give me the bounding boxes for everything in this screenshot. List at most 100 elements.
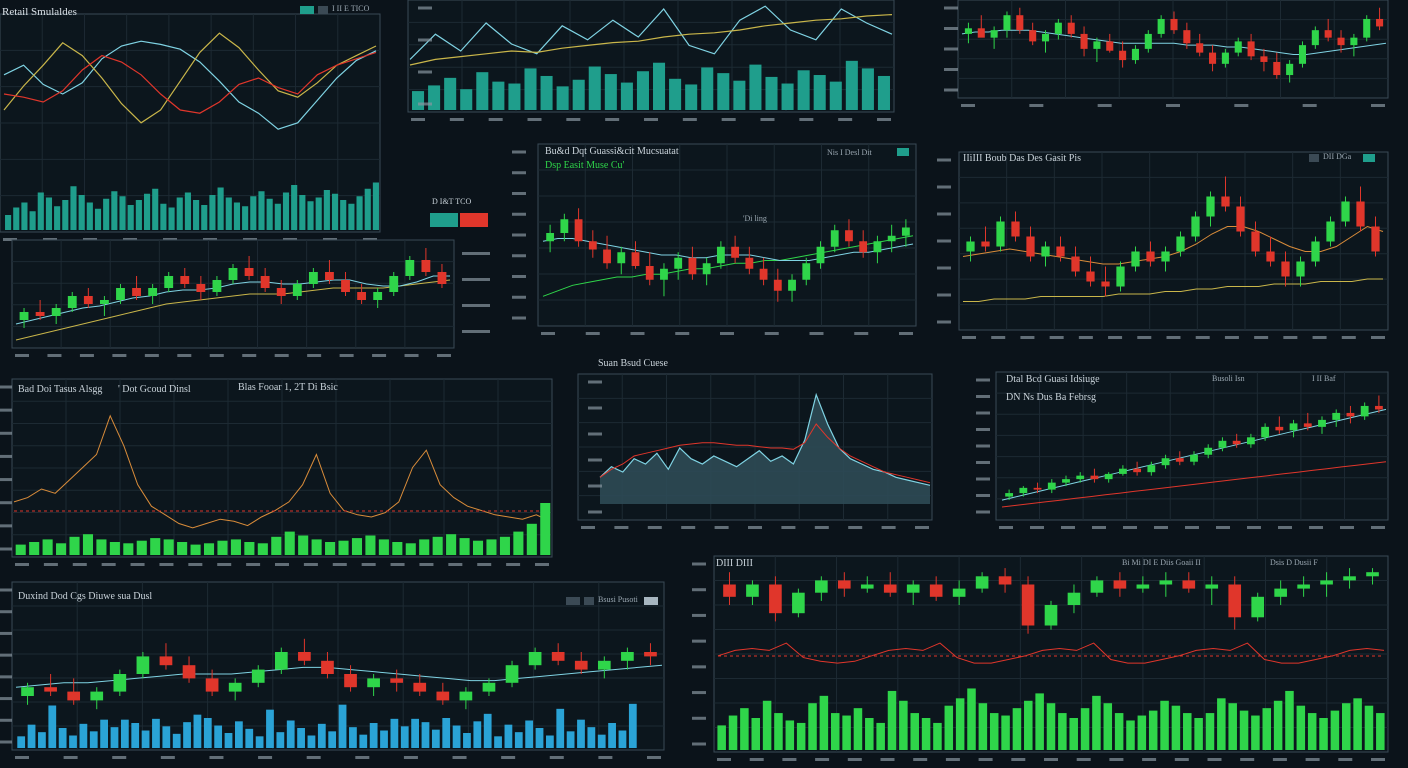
candle [1218, 440, 1227, 448]
volume-bar [297, 728, 305, 748]
candle [1246, 437, 1255, 445]
volume-bar [419, 539, 430, 555]
y-tick-label [944, 68, 958, 71]
moving-average-line [542, 235, 914, 297]
volume-bar [504, 724, 513, 748]
volume-bar [669, 78, 682, 110]
candle [769, 584, 782, 614]
candle [1298, 45, 1307, 64]
volume-bar [29, 211, 36, 230]
volume-bar [365, 535, 376, 555]
chart-p1 [0, 13, 381, 241]
candle [1093, 41, 1101, 49]
x-tick-label [1076, 758, 1091, 761]
x-tick-label [1030, 526, 1044, 529]
x-tick-label [188, 563, 203, 566]
volume-bar [785, 720, 795, 750]
candle [1041, 33, 1050, 42]
volume-bar [733, 80, 746, 110]
candle [1067, 22, 1075, 34]
chart-p9 [577, 373, 933, 529]
volume-bar [740, 708, 749, 750]
y-tick-label [418, 6, 432, 10]
volume-bar [405, 543, 416, 555]
candle [1026, 236, 1035, 257]
candle [1086, 271, 1095, 282]
candle [1131, 251, 1140, 267]
candle [574, 219, 583, 242]
candle [1281, 261, 1290, 277]
volume-bar [494, 736, 502, 748]
x-tick-label [72, 563, 87, 566]
candle [1297, 584, 1310, 589]
volume-bar [62, 200, 69, 230]
volume-bar [1171, 705, 1181, 750]
candle [159, 656, 173, 666]
x-tick-label [112, 756, 127, 759]
candle [603, 249, 611, 264]
area-fill [600, 394, 930, 504]
candle [1159, 580, 1173, 585]
candle [716, 246, 725, 264]
x-tick-label [506, 563, 521, 566]
volume-bar [431, 729, 440, 748]
y-tick-label [0, 431, 12, 435]
volume-bar [162, 726, 171, 748]
volume-bar [119, 196, 126, 230]
y-tick-label [692, 742, 706, 746]
series-line [599, 392, 931, 486]
chart-p5 [512, 143, 917, 335]
x-tick-label [999, 526, 1013, 529]
volume-bar [276, 732, 285, 748]
chart-panel-p5: Bu&d Dqt Guassi&cit Mucsuatat Dsp Easit … [505, 140, 920, 340]
candle [1318, 419, 1326, 427]
volume-bar [54, 206, 61, 230]
candle [1157, 18, 1165, 34]
volume-bar [514, 732, 523, 748]
volume-bar [338, 540, 349, 555]
x-tick-label [246, 563, 261, 566]
x-tick-label [448, 563, 463, 566]
volume-bar [1001, 715, 1010, 750]
chart-title: Bu&d Dqt Guassi&cit Mucsuatat [545, 146, 679, 157]
x-tick-label [877, 118, 891, 121]
chart-title: DIII DIII [716, 558, 753, 569]
x-tick-label [764, 332, 779, 335]
series-line [409, 14, 893, 66]
candle [1175, 458, 1184, 462]
x-tick-label [720, 332, 734, 335]
candle [1341, 201, 1350, 222]
candle [731, 246, 740, 258]
x-tick-label [854, 332, 869, 335]
x-tick-label [1029, 104, 1044, 107]
volume-bar [152, 718, 160, 748]
candle [505, 665, 519, 683]
y-tick-label [692, 691, 706, 695]
volume-bar [217, 187, 224, 230]
y-tick-label [0, 653, 12, 657]
candle [1176, 236, 1185, 252]
x-tick-label [372, 354, 387, 357]
y-tick-label [0, 385, 12, 389]
x-tick-label [1302, 104, 1317, 107]
x-tick-label [714, 526, 729, 529]
volume-bar [452, 725, 461, 748]
volume-bar [819, 695, 829, 750]
candle [1303, 423, 1312, 427]
candle [883, 584, 897, 593]
volume-bar [1319, 718, 1328, 750]
x-tick-label [1240, 758, 1255, 761]
volume-bar [168, 207, 175, 230]
candle [1320, 580, 1333, 585]
chart-panel-p9: Suan Bsud Cuese [570, 350, 940, 540]
volume-bar [967, 688, 976, 750]
volume-bar [42, 539, 53, 555]
volume-bar [910, 713, 919, 750]
x-tick-label [1109, 758, 1124, 761]
volume-bar [193, 200, 200, 230]
x-tick-label [721, 118, 736, 121]
x-tick-label [112, 354, 127, 357]
volume-bar [258, 191, 265, 230]
volume-bar [1137, 715, 1147, 750]
candle [746, 584, 759, 597]
